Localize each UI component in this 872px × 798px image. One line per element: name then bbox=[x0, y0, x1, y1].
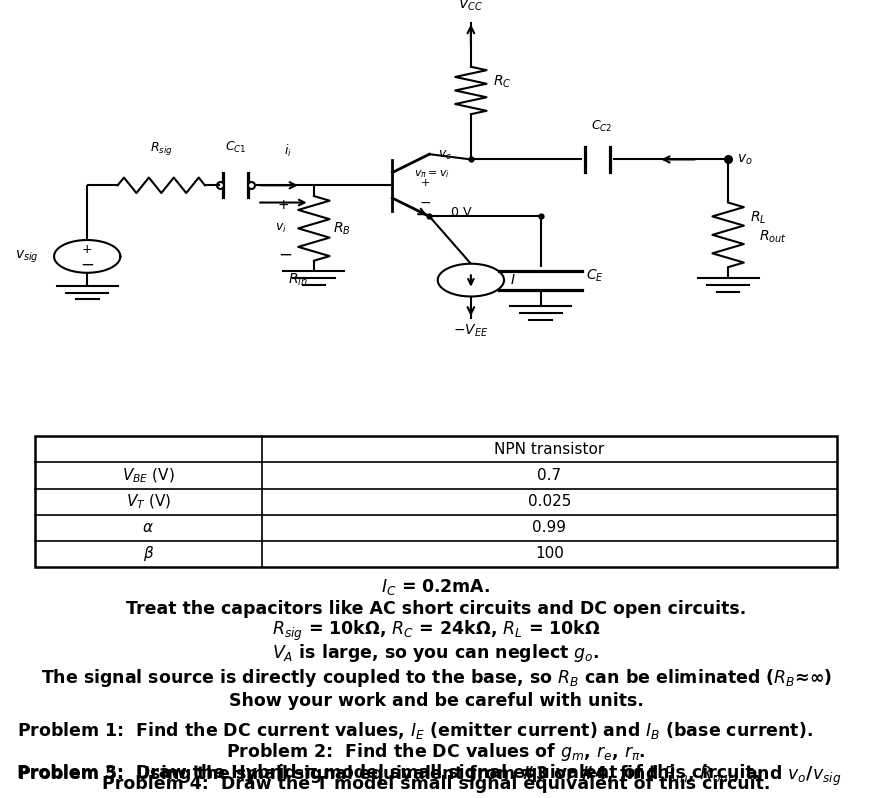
Text: +: + bbox=[421, 178, 430, 188]
Text: NPN transistor: NPN transistor bbox=[494, 442, 604, 457]
Text: $v_\pi = v_i$: $v_\pi = v_i$ bbox=[414, 168, 450, 180]
Text: $C_E$: $C_E$ bbox=[586, 267, 603, 284]
Text: +: + bbox=[82, 243, 92, 256]
Text: $I$: $I$ bbox=[510, 273, 516, 287]
Text: $V_{CC}$: $V_{CC}$ bbox=[459, 0, 483, 13]
Text: $-V_{EE}$: $-V_{EE}$ bbox=[453, 322, 488, 338]
Text: $\beta$: $\beta$ bbox=[143, 544, 153, 563]
Text: $R_L$: $R_L$ bbox=[750, 209, 766, 226]
Text: Problem 1:  Find the DC current values, $I_E$ (emitter current) and $I_B$ (base : Problem 1: Find the DC current values, $… bbox=[17, 720, 814, 741]
Text: +: + bbox=[277, 198, 290, 211]
Text: $v_o$: $v_o$ bbox=[737, 152, 753, 167]
Text: Problem 2:  Find the DC values of $g_m$, $r_e$, $r_π$.: Problem 2: Find the DC values of $g_m$, … bbox=[226, 741, 646, 763]
Text: −: − bbox=[80, 255, 94, 273]
Bar bbox=[35, 437, 837, 567]
Text: $v_c$: $v_c$ bbox=[438, 148, 452, 162]
Text: $R_{sig}$ = 10kΩ, $R_C$ = 24kΩ, $R_L$ = 10kΩ: $R_{sig}$ = 10kΩ, $R_C$ = 24kΩ, $R_L$ = … bbox=[272, 619, 600, 643]
Text: $I_C$ = 0.2mA.: $I_C$ = 0.2mA. bbox=[381, 577, 491, 597]
Text: 0.99: 0.99 bbox=[533, 520, 566, 535]
Text: $R_B$: $R_B$ bbox=[333, 220, 351, 236]
Text: $V_T$ (V): $V_T$ (V) bbox=[126, 492, 171, 511]
Text: $i_i$: $i_i$ bbox=[283, 144, 292, 160]
Text: The signal source is directly coupled to the base, so $R_B$ can be eliminated ($: The signal source is directly coupled to… bbox=[40, 666, 832, 689]
Text: Problem 3:  Draw the Hybrid-π model small signal equivalent of this circuit.: Problem 3: Draw the Hybrid-π model small… bbox=[17, 764, 760, 782]
Text: Problem 4:  Draw the T model small signal equivalent of this circuit.: Problem 4: Draw the T model small signal… bbox=[102, 775, 770, 793]
Text: Problem 5:  Using the small signal equivalent from #3 or #4, find $R_{in}$, $R_{: Problem 5: Using the small signal equiva… bbox=[17, 764, 841, 788]
Text: 100: 100 bbox=[535, 546, 564, 561]
Text: $\alpha$: $\alpha$ bbox=[142, 520, 154, 535]
Text: $C_{C1}$: $C_{C1}$ bbox=[225, 140, 246, 155]
Text: −: − bbox=[278, 245, 292, 263]
Text: 0.025: 0.025 bbox=[528, 494, 571, 509]
Text: 0.7: 0.7 bbox=[537, 468, 562, 483]
Text: $v_{sig}$: $v_{sig}$ bbox=[16, 248, 39, 265]
Text: $C_{C2}$: $C_{C2}$ bbox=[591, 118, 612, 133]
Text: −: − bbox=[419, 196, 432, 210]
Text: $R_{sig}$: $R_{sig}$ bbox=[150, 140, 173, 157]
Text: $R_{in}$: $R_{in}$ bbox=[289, 271, 308, 288]
Text: Treat the capacitors like AC short circuits and DC open circuits.: Treat the capacitors like AC short circu… bbox=[126, 600, 746, 618]
Text: 0 V: 0 V bbox=[452, 206, 472, 219]
Text: $R_{out}$: $R_{out}$ bbox=[759, 229, 787, 245]
Text: $R_C$: $R_C$ bbox=[493, 73, 511, 90]
Text: $V_{BE}$ (V): $V_{BE}$ (V) bbox=[122, 466, 174, 484]
Text: $V_A$ is large, so you can neglect $g_o$.: $V_A$ is large, so you can neglect $g_o$… bbox=[272, 642, 600, 664]
Text: $v_i$: $v_i$ bbox=[275, 222, 287, 235]
Text: Show your work and be careful with units.: Show your work and be careful with units… bbox=[228, 692, 644, 709]
